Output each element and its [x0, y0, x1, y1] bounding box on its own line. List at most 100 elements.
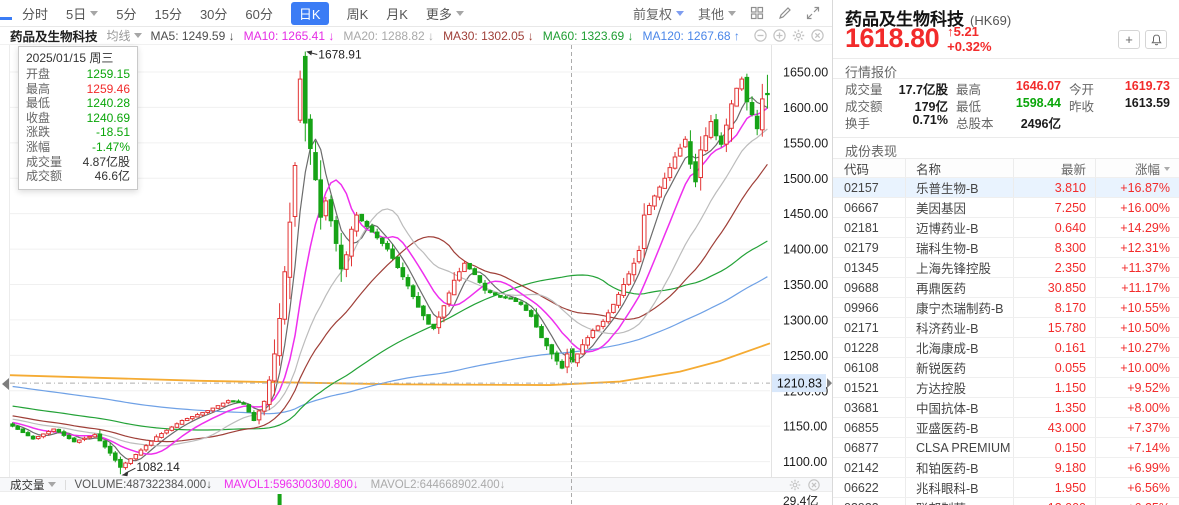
tooltip-row: 开盘 1259.15 [26, 67, 130, 82]
period-tab-15分[interactable]: 15分 [154, 4, 181, 23]
volume-indicator-dropdown[interactable]: 成交量 [10, 477, 56, 493]
component-row-02181[interactable]: 02181 迈博药业-B 0.640 +14.29% [833, 218, 1179, 238]
candlestick-chart[interactable]: 1100.001150.001200.001250.001300.001350.… [0, 45, 832, 505]
price-change: ↑5.21 [947, 24, 979, 39]
quote-label: 换手 [845, 117, 871, 131]
y-axis-label: 1400.00 [783, 243, 828, 257]
component-row-09688[interactable]: 09688 再鼎医药 30.850 +11.17% [833, 278, 1179, 298]
code: 02179 [833, 238, 906, 257]
ma-group-label: 均线 [106, 29, 131, 43]
code: 01345 [833, 258, 906, 277]
component-row-02157[interactable]: 02157 乐普生物-B 3.810 +16.87% [833, 178, 1179, 198]
settings-gear-icon[interactable] [792, 29, 805, 42]
period-tab-更多[interactable]: 更多 [426, 4, 464, 23]
name: 上海先锋控股 [906, 258, 1014, 277]
change-pct: +7.37% [1127, 420, 1170, 435]
quote-label: 成交额 [845, 100, 883, 114]
name: 兆科眼科-B [906, 478, 1014, 497]
adjust-mode-dropdown[interactable]: 前复权 [633, 4, 684, 23]
component-row-01521[interactable]: 01521 方达控股 1.150 +9.52% [833, 378, 1179, 398]
grid-layout-icon[interactable] [750, 6, 764, 20]
other-dropdown[interactable]: 其他 [698, 4, 736, 23]
component-row-01345[interactable]: 01345 上海先锋控股 2.350 +11.37% [833, 258, 1179, 278]
quote-cell-最高: 最高 1646.07 [956, 79, 1061, 98]
component-row-03681[interactable]: 03681 中国抗体-B 1.350 +8.00% [833, 398, 1179, 418]
tooltip-row: 最高 1259.46 [26, 82, 130, 97]
price-alert-bell-button[interactable] [1145, 30, 1167, 49]
tooltip-row: 涨跌 -18.51 [26, 125, 130, 140]
volume-label: 成交量 [10, 479, 45, 492]
ma-line-MA5 [12, 96, 768, 462]
component-row-02171[interactable]: 02171 科济药业-B 15.780 +10.50% [833, 318, 1179, 338]
other-label: 其他 [697, 6, 724, 22]
ma-value: MA120: 1267.68 ↑ [642, 28, 740, 43]
zoom-out-icon[interactable] [754, 29, 767, 42]
period-tab-分时[interactable]: 分时 [22, 4, 48, 23]
code: 09688 [833, 278, 906, 297]
period-tab-60分[interactable]: 60分 [245, 4, 272, 23]
close-icon[interactable] [808, 478, 820, 491]
ma-group-dropdown[interactable]: 均线 [107, 27, 142, 44]
period-tab-月K[interactable]: 月K [386, 4, 408, 23]
close-icon[interactable] [811, 29, 824, 42]
quote-label: 总股本 [956, 117, 994, 131]
code: 02171 [833, 318, 906, 337]
period-tab-日K[interactable]: 日K [290, 1, 329, 25]
period-tab-30分[interactable]: 30分 [200, 4, 227, 23]
code: 02181 [833, 218, 906, 237]
tooltip-row: 收盘 1240.69 [26, 111, 130, 126]
y-axis-label: 1300.00 [783, 313, 828, 327]
component-row-09966[interactable]: 09966 康宁杰瑞制药-B 8.170 +10.55% [833, 298, 1179, 318]
settings-gear-icon[interactable] [789, 479, 801, 491]
ma-value: MA30: 1302.05 ↓ [443, 28, 534, 43]
last: 13.000 [1014, 498, 1096, 505]
component-row-02142[interactable]: 02142 和铂医药-B 9.180 +6.99% [833, 458, 1179, 478]
tooltip-row: 涨幅 -1.47% [26, 140, 130, 155]
column-header-label: 代码 [844, 162, 870, 177]
change-pct: +7.14% [1127, 440, 1170, 455]
change-pct: +10.50% [1120, 320, 1170, 335]
ma-line-MA20 [12, 128, 768, 447]
ma-line-MA60 [12, 240, 768, 431]
code: 06622 [833, 478, 906, 497]
period-toolbar: 分时 5日 5分 15分 30分 60分 日K 周K 月K 更多 前复权 其他 [0, 0, 832, 27]
chevron-down-icon [90, 10, 99, 20]
quote-label: 成交量 [845, 83, 883, 97]
annotation-high: 1678.91 [318, 48, 362, 62]
quote-rows: 成交量 17.7亿股 最高 1646.07 今开 1619.73 成交额 179亿 最低 1598… [833, 79, 1179, 132]
price-change-pct: +0.32% [947, 39, 992, 54]
ma-line-MA30 [12, 163, 768, 443]
period-tab-5日[interactable]: 5日 [66, 4, 99, 23]
fullscreen-icon[interactable] [806, 6, 820, 20]
add-to-watchlist-button[interactable]: + [1118, 30, 1140, 49]
component-row-02179[interactable]: 02179 瑞科生物-B 8.300 +12.31% [833, 238, 1179, 258]
draw-pencil-icon[interactable] [778, 6, 792, 20]
y-axis-label: 1350.00 [783, 278, 828, 292]
code: 02142 [833, 458, 906, 477]
component-row-06667[interactable]: 06667 美因基因 7.250 +16.00% [833, 198, 1179, 218]
last: 1.150 [1014, 378, 1096, 397]
period-tab-label: 更多 [425, 6, 452, 22]
component-row-03933[interactable]: 03933联邦制药13.000+6.25% [833, 498, 1179, 505]
period-tab-5分[interactable]: 5分 [116, 4, 136, 23]
component-row-06877[interactable]: 06877 CLSA PREMIUM 0.150 +7.14% [833, 438, 1179, 458]
period-tab-周K[interactable]: 周K [347, 4, 369, 23]
divider [833, 137, 1179, 138]
chart-panel: 分时 5日 5分 15分 30分 60分 日K 周K 月K 更多 前复权 其他 [0, 0, 832, 505]
tooltip-label: 最高 [26, 81, 51, 96]
name: 亚盛医药-B [906, 418, 1014, 437]
period-tab-label: 月K [386, 6, 408, 22]
component-row-01228[interactable]: 01228 北海康成-B 0.161 +10.27% [833, 338, 1179, 358]
component-row-06622[interactable]: 06622 兆科眼科-B 1.950 +6.56% [833, 478, 1179, 498]
crosshair-left-arrow[interactable] [2, 378, 9, 390]
quote-cell-总股本: 总股本 2496亿 [956, 113, 1061, 132]
component-row-06108[interactable]: 06108 新锐医药 0.055 +10.00% [833, 358, 1179, 378]
tooltip-value: -1.47% [91, 139, 130, 154]
chart-canvas: 1100.001150.001200.001250.001300.001350.… [9, 45, 832, 505]
zoom-in-icon[interactable] [773, 29, 786, 42]
code: 09966 [833, 298, 906, 317]
column-header-涨幅[interactable]: 涨幅 [1096, 159, 1179, 177]
header-buttons: + [1118, 30, 1167, 49]
component-row-06855[interactable]: 06855 亚盛医药-B 43.000 +7.37% [833, 418, 1179, 438]
name: 和铂医药-B [906, 458, 1014, 477]
